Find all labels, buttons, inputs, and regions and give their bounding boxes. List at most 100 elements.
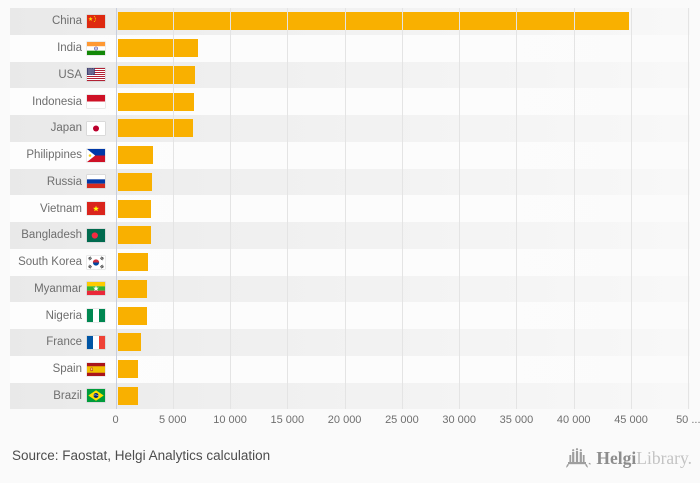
- axis-tick-label: 40 000: [556, 414, 591, 426]
- country-label: France: [46, 336, 82, 349]
- chart-row-brazil: Brazil: [10, 382, 691, 410]
- country-label: USA: [58, 68, 82, 81]
- bar-bangladesh[interactable]: [117, 226, 151, 245]
- bar-china[interactable]: [117, 12, 629, 31]
- bar-brazil[interactable]: [117, 386, 138, 405]
- bar-area: [117, 115, 691, 142]
- helgilibrary-logo[interactable]: HelgiLibrary.: [566, 447, 692, 468]
- axis-tick-label: 0: [112, 414, 119, 426]
- flag-vietnam-icon: [87, 202, 105, 216]
- gridline-5000: [172, 8, 174, 409]
- flag-usa-icon: [87, 68, 105, 82]
- bar-japan[interactable]: [117, 119, 194, 138]
- country-label: Philippines: [26, 149, 82, 162]
- bar-india[interactable]: [117, 39, 198, 58]
- chart-row-philippines: Philippines: [10, 141, 691, 169]
- gridline-45000: [631, 8, 633, 409]
- bar-area: [117, 302, 691, 329]
- country-label: Japan: [50, 122, 82, 135]
- gridline-35000: [516, 8, 518, 409]
- gridline-20000: [344, 8, 346, 409]
- bar-area: [117, 249, 691, 276]
- country-label: China: [51, 15, 82, 28]
- bar-area: [117, 8, 691, 35]
- chart-row-russia: Russia: [10, 168, 691, 196]
- gridline-40000: [573, 8, 575, 409]
- flag-brazil-icon: [87, 389, 105, 403]
- country-label: Indonesia: [32, 95, 82, 108]
- source-note: Source: Faostat, Helgi Analytics calcula…: [12, 448, 271, 463]
- country-label: Myanmar: [34, 282, 82, 295]
- gridline-50000: [688, 8, 690, 409]
- country-label: Vietnam: [40, 202, 82, 215]
- axis-tick-label: 30 000: [442, 414, 476, 426]
- chart-rows: China India USA Indonesia Japan Philippines Ru…: [10, 8, 691, 410]
- country-label: Spain: [52, 363, 82, 376]
- country-label: India: [57, 42, 82, 55]
- flag-india-icon: [87, 41, 105, 55]
- chart-row-spain: Spain: [10, 355, 691, 383]
- bar-spain[interactable]: [117, 360, 139, 379]
- bar-south-korea[interactable]: [117, 253, 149, 272]
- chart-row-china: China: [10, 8, 690, 35]
- flag-myanmar-icon: [87, 282, 105, 296]
- bar-area: [117, 222, 691, 249]
- gridline-25000: [401, 8, 403, 409]
- bar-vietnam[interactable]: [117, 199, 152, 218]
- zero-axis-line: [115, 8, 117, 409]
- flag-south-korea-icon: [87, 255, 105, 269]
- flag-japan-icon: [87, 121, 105, 135]
- axis-tick-label: 50 ...: [676, 414, 700, 426]
- chart-row-vietnam: Vietnam: [10, 195, 690, 222]
- chart-row-indonesia: Indonesia: [10, 88, 690, 115]
- chart-row-usa: USA: [10, 61, 690, 89]
- bar-usa[interactable]: [117, 65, 196, 84]
- bar-myanmar[interactable]: [117, 279, 148, 298]
- bar-nigeria[interactable]: [117, 306, 147, 325]
- flag-indonesia-icon: [87, 95, 105, 109]
- logo-wordmark: HelgiLibrary.: [596, 448, 692, 468]
- country-label: South Korea: [18, 256, 82, 269]
- x-axis: 0 5 000 10 000 15 000 20 000 25 000 30 000 35 0…: [10, 414, 700, 430]
- country-label: Russia: [46, 175, 82, 188]
- flag-nigeria-icon: [87, 309, 105, 323]
- axis-tick-label: 45 000: [614, 414, 648, 426]
- country-label: Bangladesh: [21, 229, 82, 242]
- gridline-30000: [459, 8, 461, 409]
- flag-spain-icon: [87, 362, 105, 376]
- axis-tick-label: 35 000: [499, 414, 534, 426]
- axis-tick-label: 15 000: [270, 414, 305, 426]
- bar-area: [117, 195, 691, 222]
- logo-text-helgi: Helgi: [596, 447, 637, 468]
- bar-area: [117, 142, 691, 169]
- axis-tick-label: 20 000: [327, 414, 362, 426]
- country-label: Brazil: [53, 389, 82, 402]
- bar-area: [117, 383, 691, 410]
- flag-china-icon: [87, 14, 105, 28]
- bar-philippines[interactable]: [117, 146, 153, 165]
- chart-row-japan: Japan: [10, 115, 690, 142]
- flag-france-icon: [87, 335, 105, 349]
- helgilibrary-logo-icon: [566, 447, 592, 468]
- chart-row-france: France: [10, 329, 690, 356]
- axis-tick-label: 25 000: [385, 414, 419, 426]
- flag-bangladesh-icon: [87, 228, 105, 242]
- bar-area: [117, 169, 691, 196]
- chart-row-myanmar: Myanmar: [10, 275, 691, 303]
- axis-tick-label: 5 000: [159, 414, 187, 426]
- chart-row-south-korea: South Korea: [10, 248, 691, 276]
- country-label: Nigeria: [45, 309, 82, 322]
- bar-russia[interactable]: [117, 172, 152, 191]
- axis-tick-label: 10 000: [213, 414, 247, 426]
- bar-area: [117, 276, 691, 303]
- bar-indonesia[interactable]: [117, 92, 195, 111]
- chart-row-bangladesh: Bangladesh: [10, 222, 690, 249]
- bar-france[interactable]: [117, 333, 141, 352]
- flag-philippines-icon: [87, 148, 105, 162]
- bar-area: [117, 329, 691, 356]
- chart-row-nigeria: Nigeria: [10, 302, 690, 329]
- flag-russia-icon: [87, 175, 105, 189]
- bar-area: [117, 356, 691, 383]
- gridline-10000: [230, 8, 232, 409]
